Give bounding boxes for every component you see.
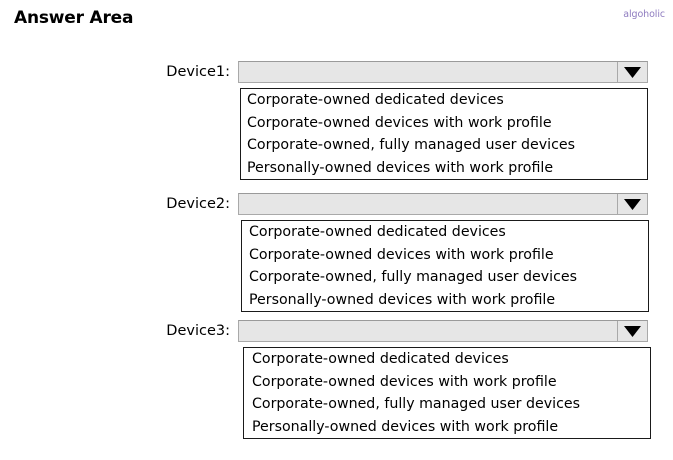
chevron-down-icon[interactable] <box>617 194 647 214</box>
list-item[interactable]: Personally-owned devices with work profi… <box>241 156 647 180</box>
dropdown-label-device3: Device3: <box>166 323 230 339</box>
list-item[interactable]: Corporate-owned dedicated devices <box>241 89 647 112</box>
dropdown-label-device2: Device2: <box>166 196 230 212</box>
dropdown-device3[interactable] <box>238 320 648 342</box>
dropdown-options-device2[interactable]: Corporate-owned dedicated devices Corpor… <box>241 220 649 312</box>
dropdown-value-device1[interactable] <box>239 62 617 82</box>
dropdown-options-device1[interactable]: Corporate-owned dedicated devices Corpor… <box>240 88 648 180</box>
dropdown-device1[interactable] <box>238 61 648 83</box>
chevron-down-icon[interactable] <box>617 62 647 82</box>
page-title: Answer Area <box>14 8 134 28</box>
dropdown-options-device3[interactable]: Corporate-owned dedicated devices Corpor… <box>243 347 651 439</box>
list-item[interactable]: Personally-owned devices with work profi… <box>242 288 648 312</box>
dropdown-value-device2[interactable] <box>239 194 617 214</box>
list-item[interactable]: Corporate-owned dedicated devices <box>244 348 650 371</box>
list-item[interactable]: Corporate-owned devices with work profil… <box>244 370 650 394</box>
chevron-down-icon[interactable] <box>617 321 647 341</box>
list-item[interactable]: Corporate-owned devices with work profil… <box>242 243 648 267</box>
watermark-label: algoholic <box>623 9 665 20</box>
dropdown-device2[interactable] <box>238 193 648 215</box>
list-item[interactable]: Corporate-owned, fully managed user devi… <box>241 134 647 157</box>
list-item[interactable]: Corporate-owned dedicated devices <box>242 221 648 244</box>
dropdown-label-device1: Device1: <box>166 64 230 80</box>
list-item[interactable]: Corporate-owned, fully managed user devi… <box>242 266 648 289</box>
list-item[interactable]: Personally-owned devices with work profi… <box>244 415 650 439</box>
list-item[interactable]: Corporate-owned, fully managed user devi… <box>244 393 650 416</box>
list-item[interactable]: Corporate-owned devices with work profil… <box>241 111 647 135</box>
dropdown-value-device3[interactable] <box>239 321 617 341</box>
